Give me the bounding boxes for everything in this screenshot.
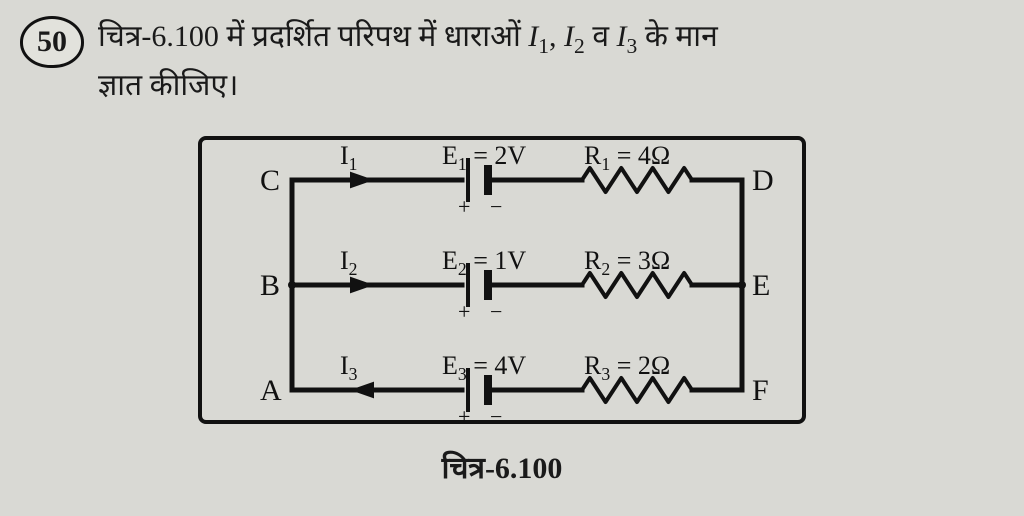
- svg-text:+: +: [458, 404, 470, 429]
- circuit-wrap: CDBEAFI1E1 = 2V+−R1 = 4ΩI2E2 = 1V+−R2 = …: [20, 120, 984, 487]
- and: व: [585, 20, 617, 53]
- svg-text:D: D: [752, 164, 774, 197]
- question-header: 50 चित्र-6.100 में प्रदर्शित परिपथ में ध…: [20, 14, 984, 110]
- svg-text:R1 = 4Ω: R1 = 4Ω: [584, 141, 670, 174]
- circuit-diagram: CDBEAFI1E1 = 2V+−R1 = 4ΩI2E2 = 1V+−R2 = …: [182, 120, 822, 440]
- svg-text:−: −: [490, 194, 502, 219]
- I2: I: [564, 20, 574, 53]
- svg-text:−: −: [490, 299, 502, 324]
- svg-text:I2: I2: [340, 246, 358, 279]
- comma1: ,: [549, 20, 564, 53]
- svg-text:F: F: [752, 374, 769, 407]
- qtext-line2: ज्ञात कीजिए।: [98, 69, 238, 102]
- svg-text:E: E: [752, 269, 770, 302]
- svg-text:C: C: [260, 164, 280, 197]
- I1-sub: 1: [538, 34, 549, 58]
- figure-caption: चित्र-6.100: [442, 446, 563, 487]
- svg-text:R3 = 2Ω: R3 = 2Ω: [584, 351, 670, 384]
- svg-text:B: B: [260, 269, 280, 302]
- svg-text:−: −: [490, 404, 502, 429]
- svg-text:+: +: [458, 299, 470, 324]
- svg-text:R2 = 3Ω: R2 = 3Ω: [584, 246, 670, 279]
- qtext-mid: में प्रदर्शित परिपथ में धाराओं: [219, 20, 528, 53]
- page: 50 चित्र-6.100 में प्रदर्शित परिपथ में ध…: [0, 0, 1024, 516]
- qtext-pre: चित्र-: [98, 20, 151, 53]
- I3: I: [617, 20, 627, 53]
- question-number: 50: [20, 16, 84, 68]
- svg-text:I3: I3: [340, 351, 358, 384]
- svg-text:+: +: [458, 194, 470, 219]
- I2-sub: 2: [574, 34, 585, 58]
- qtext-end: के मान: [637, 20, 717, 53]
- I1: I: [528, 20, 538, 53]
- qtext-figref: 6.100: [151, 20, 219, 53]
- I3-sub: 3: [627, 34, 638, 58]
- svg-text:I1: I1: [340, 141, 358, 174]
- svg-text:A: A: [260, 374, 282, 407]
- question-text: चित्र-6.100 में प्रदर्शित परिपथ में धारा…: [98, 14, 718, 110]
